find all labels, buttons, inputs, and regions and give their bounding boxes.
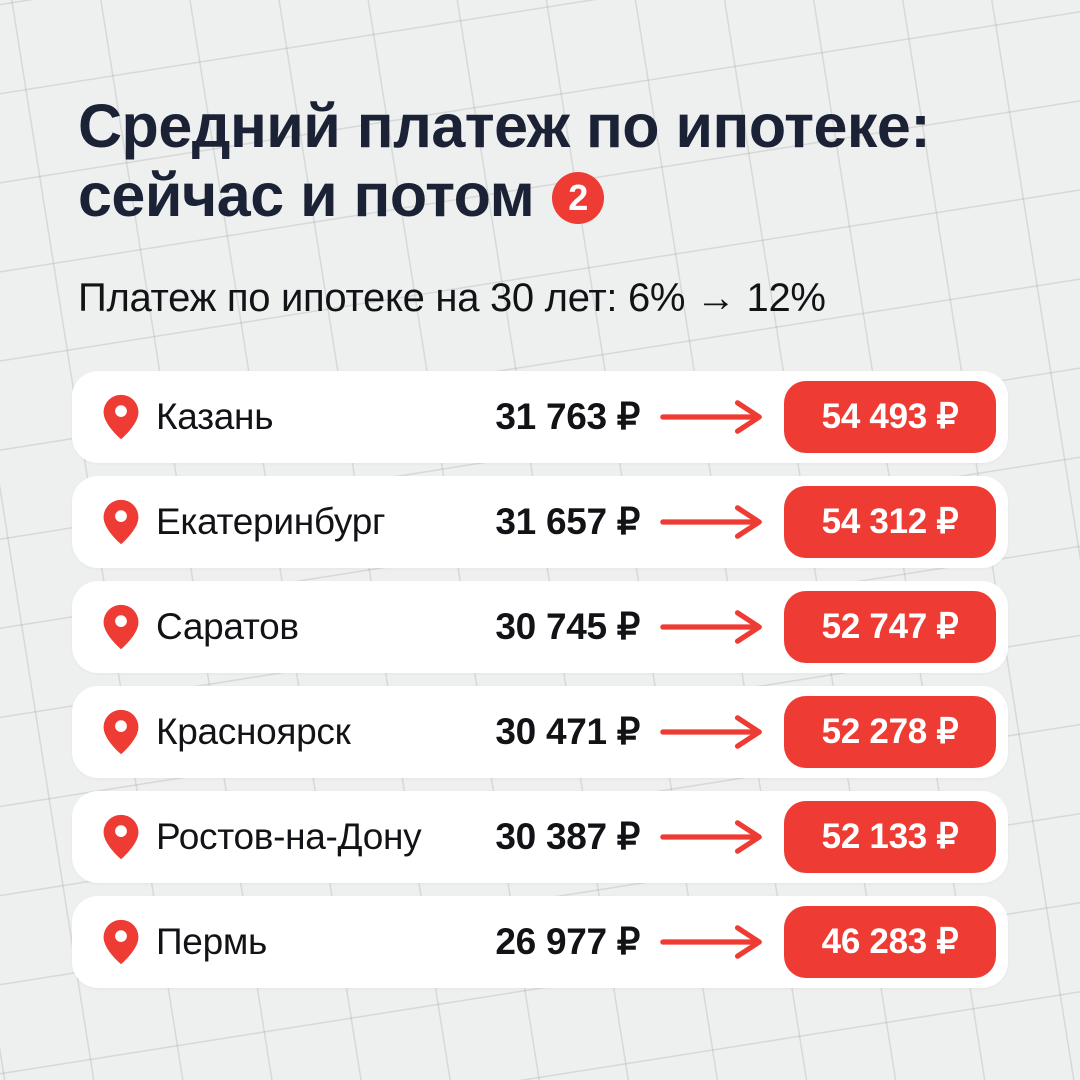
payment-now: 30 745 ₽ — [495, 606, 640, 648]
subtitle: Платеж по ипотеке на 30 лет: 6% → 12% — [78, 275, 826, 320]
location-pin-icon — [102, 708, 140, 756]
payment-now: 26 977 ₽ — [495, 921, 640, 963]
payment-later-badge: 52 747 ₽ — [784, 590, 996, 663]
payment-later-badge: 52 133 ₽ — [784, 800, 996, 873]
city-row: Екатеринбург 31 657 ₽ 54 312 ₽ — [72, 475, 1008, 568]
arrow-right-icon — [660, 818, 764, 856]
arrow-right-icon — [660, 398, 764, 436]
page-title: Средний платеж по ипотеке: сейчас и пото… — [78, 92, 1008, 230]
title-line-2-text: сейчас и потом — [78, 160, 535, 229]
location-pin-icon — [102, 813, 140, 861]
city-name: Екатеринбург — [156, 500, 386, 542]
city-row: Казань 31 763 ₽ 54 493 ₽ — [72, 370, 1008, 463]
city-name: Пермь — [156, 920, 267, 962]
city-name: Ростов-на-Дону — [156, 815, 422, 857]
city-row: Пермь 26 977 ₽ 46 283 ₽ — [72, 895, 1008, 988]
payment-now: 30 387 ₽ — [495, 816, 640, 858]
arrow-right-icon — [660, 608, 764, 646]
payment-now: 31 657 ₽ — [495, 501, 640, 543]
city-row: Красноярск 30 471 ₽ 52 278 ₽ — [72, 685, 1008, 778]
city-row: Ростов-на-Дону 30 387 ₽ 52 133 ₽ — [72, 790, 1008, 883]
city-name: Казань — [156, 395, 274, 437]
part-number-badge: 2 — [552, 172, 605, 225]
arrow-right-icon — [660, 503, 764, 541]
title-line-2: сейчас и потом 2 — [78, 161, 1008, 230]
payment-now: 30 471 ₽ — [495, 711, 640, 753]
city-row: Саратов 30 745 ₽ 52 747 ₽ — [72, 580, 1008, 673]
payment-now: 31 763 ₽ — [495, 396, 640, 438]
payment-later-badge: 46 283 ₽ — [784, 905, 996, 978]
location-pin-icon — [102, 393, 140, 441]
title-line-1: Средний платеж по ипотеке: — [78, 92, 931, 160]
payment-later-badge: 52 278 ₽ — [784, 695, 996, 768]
city-name: Саратов — [156, 605, 299, 647]
location-pin-icon — [102, 498, 140, 546]
location-pin-icon — [102, 603, 140, 651]
content: Средний платеж по ипотеке: сейчас и пото… — [72, 92, 1008, 988]
arrow-right-icon — [660, 713, 764, 751]
city-name: Красноярск — [156, 710, 351, 752]
payment-later-badge: 54 312 ₽ — [784, 485, 996, 558]
location-pin-icon — [102, 918, 140, 966]
arrow-right-icon — [660, 923, 764, 961]
payment-later-badge: 54 493 ₽ — [784, 380, 996, 453]
city-list: Казань 31 763 ₽ 54 493 ₽ Екатеринбург 31… — [72, 370, 1008, 988]
